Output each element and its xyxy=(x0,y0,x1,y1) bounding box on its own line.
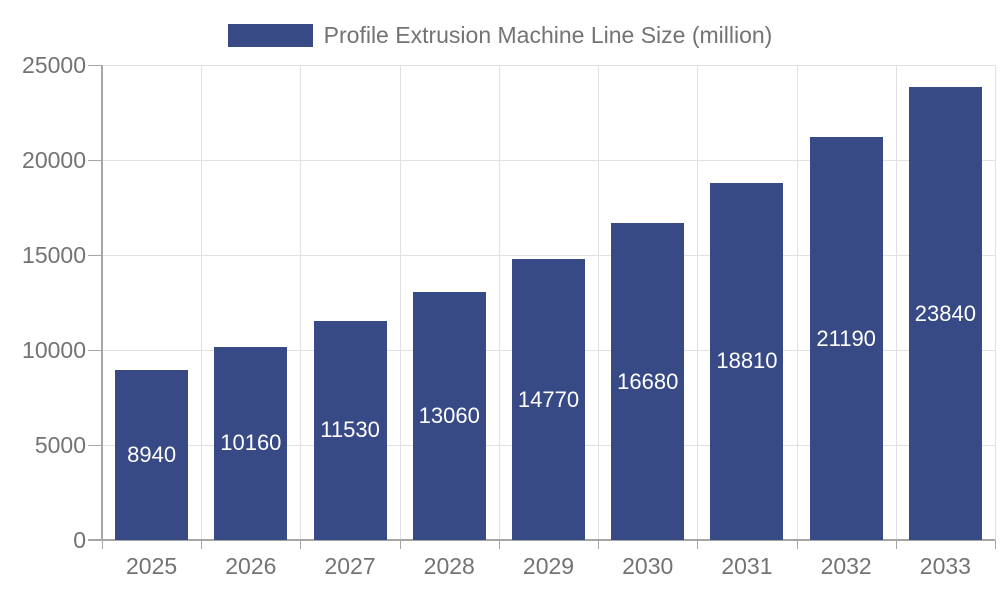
x-axis-tick xyxy=(598,540,600,549)
x-axis-tick xyxy=(102,540,103,549)
y-axis-tick-label: 0 xyxy=(73,527,86,553)
bar-2032[interactable]: 21190 xyxy=(809,137,883,540)
x-axis-tick-label: 2026 xyxy=(225,553,277,579)
bar-value-label: 14770 xyxy=(517,386,580,412)
y-axis-tick xyxy=(88,445,102,446)
x-axis-tick-label: 2028 xyxy=(423,553,475,579)
y-axis-tick xyxy=(88,65,102,66)
bar-value-label: 18810 xyxy=(716,348,778,374)
bar-2027[interactable]: 11530 xyxy=(313,320,387,540)
legend-item[interactable]: Profile Extrusion Machine Line Size (mil… xyxy=(0,22,1000,48)
bar-value-label: 21190 xyxy=(816,325,876,351)
grid-line-v xyxy=(796,65,798,540)
grid-line-v xyxy=(697,65,699,540)
x-axis-tick-label: 2027 xyxy=(324,553,376,579)
x-axis-tick xyxy=(201,540,203,549)
y-axis-tick-label: 25000 xyxy=(22,52,86,78)
x-axis-tick xyxy=(995,540,996,549)
bar-2029[interactable]: 14770 xyxy=(512,259,585,540)
bar-2025[interactable]: 8940 xyxy=(115,370,189,540)
y-axis-tick xyxy=(88,350,102,351)
grid-line-h xyxy=(102,255,995,256)
grid-line-h xyxy=(102,160,995,161)
bar-2033[interactable]: 23840 xyxy=(908,87,982,540)
legend-label: Profile Extrusion Machine Line Size (mil… xyxy=(323,22,773,48)
y-axis-tick xyxy=(88,160,102,161)
grid-line-v xyxy=(498,65,500,540)
grid-line-v xyxy=(895,65,897,540)
x-axis-tick-label: 2031 xyxy=(721,553,773,579)
x-axis-tick xyxy=(399,540,401,549)
y-axis-tick-label: 10000 xyxy=(22,337,86,363)
bar-2026[interactable]: 10160 xyxy=(214,346,288,540)
bar-value-label: 13060 xyxy=(418,402,480,428)
bar-value-label: 11530 xyxy=(320,417,380,443)
x-axis-tick xyxy=(300,540,302,549)
x-axis-tick xyxy=(796,540,798,549)
y-axis-tick-label: 20000 xyxy=(22,147,86,173)
bar-value-label: 8940 xyxy=(127,442,177,468)
x-axis-tick xyxy=(498,540,500,549)
x-axis-line xyxy=(88,539,995,541)
bar-2030[interactable]: 16680 xyxy=(611,223,685,540)
x-axis-tick-label: 2025 xyxy=(126,553,178,579)
y-axis-tick-label: 5000 xyxy=(34,432,86,458)
bar-2031[interactable]: 18810 xyxy=(710,182,784,540)
bar-value-label: 16680 xyxy=(617,368,679,394)
x-axis-tick xyxy=(697,540,699,549)
y-axis-line xyxy=(101,65,103,540)
x-axis-tick-label: 2030 xyxy=(622,553,674,579)
y-axis-tick-label: 15000 xyxy=(22,242,86,268)
grid-line-v xyxy=(995,65,996,540)
x-axis-tick-label: 2029 xyxy=(522,553,575,579)
grid-line-v xyxy=(399,65,401,540)
x-axis-tick-label: 2033 xyxy=(919,553,971,579)
grid-line-v xyxy=(201,65,203,540)
grid-line-h xyxy=(102,65,995,66)
grid-line-v xyxy=(598,65,600,540)
bar-2028[interactable]: 13060 xyxy=(412,291,486,540)
bar-value-label: 23840 xyxy=(914,300,976,326)
bar-value-label: 10160 xyxy=(220,430,282,456)
x-axis-tick xyxy=(895,540,897,549)
y-axis-tick xyxy=(88,255,102,256)
x-axis-tick-label: 2032 xyxy=(820,553,872,579)
grid-line-v xyxy=(300,65,302,540)
legend-swatch xyxy=(227,24,313,47)
